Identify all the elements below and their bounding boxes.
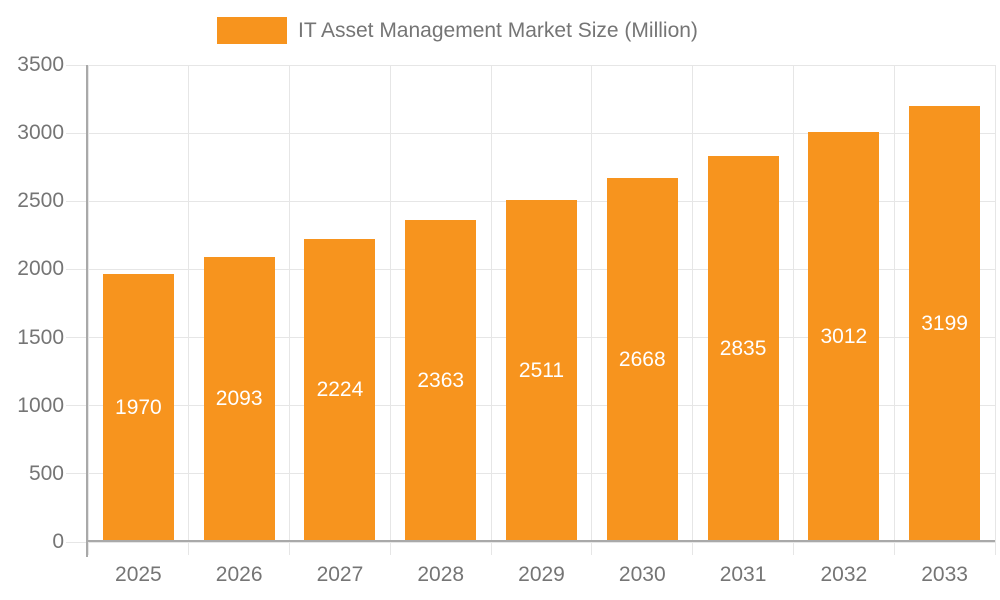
x-tick-label: 2029 <box>518 563 565 586</box>
v-gridline <box>289 65 291 555</box>
y-tick-label: 3500 <box>17 53 64 76</box>
x-tick-label: 2033 <box>921 563 968 586</box>
legend-label: IT Asset Management Market Size (Million… <box>298 18 698 42</box>
y-tick-label: 2500 <box>17 189 64 213</box>
bar-value-label: 2668 <box>618 348 666 372</box>
h-gridline <box>66 541 995 543</box>
legend-item[interactable]: IT Asset Management Market Size (Million… <box>217 17 698 44</box>
v-gridline <box>994 65 996 555</box>
y-tick-label: 500 <box>28 461 64 485</box>
y-tick-label: 1500 <box>17 325 64 349</box>
bar-2031[interactable]: 2835 <box>707 155 779 542</box>
bar-2027[interactable]: 2224 <box>304 238 376 542</box>
y-axis-line <box>86 65 88 557</box>
v-gridline <box>792 65 794 555</box>
bar-value-label: 2224 <box>316 378 364 402</box>
v-gridline <box>893 65 895 555</box>
h-gridline <box>66 132 995 134</box>
bar-value-label: 2511 <box>518 358 565 382</box>
v-gridline <box>188 65 190 555</box>
x-tick-label: 2031 <box>719 563 767 586</box>
x-tick-label: 2027 <box>316 563 364 586</box>
bar-2032[interactable]: 3012 <box>808 131 880 542</box>
x-tick-label: 2026 <box>215 563 263 586</box>
bar-value-label: 1970 <box>115 395 162 419</box>
v-gridline <box>490 65 492 555</box>
x-tick-label: 2025 <box>115 563 162 586</box>
x-tick-label: 2028 <box>417 563 465 586</box>
v-gridline <box>389 65 391 555</box>
y-tick-label: 2000 <box>17 257 64 281</box>
x-axis-line <box>86 540 995 542</box>
bar-value-label: 2363 <box>417 368 465 392</box>
bar-2033[interactable]: 3199 <box>909 106 981 542</box>
bar-2028[interactable]: 2363 <box>405 219 477 542</box>
v-gridline <box>591 65 593 555</box>
y-tick-label: 0 <box>52 530 64 553</box>
bar-value-label: 3012 <box>820 324 868 348</box>
y-tick-label: 3000 <box>17 121 64 145</box>
v-gridline <box>692 65 694 555</box>
bar-2029[interactable]: 2511 <box>506 199 577 542</box>
h-gridline <box>66 64 995 66</box>
x-tick-label: 2032 <box>820 563 868 586</box>
bar-value-label: 2093 <box>215 387 263 411</box>
v-gridline <box>87 65 89 555</box>
bar-value-label: 2835 <box>719 336 767 360</box>
bar-2025[interactable]: 1970 <box>102 273 174 542</box>
y-tick-label: 1000 <box>17 393 64 417</box>
x-tick-label: 2030 <box>618 563 666 586</box>
legend-swatch <box>217 17 287 44</box>
bar-value-label: 3199 <box>921 312 968 335</box>
bar-2030[interactable]: 2668 <box>606 178 678 542</box>
bar-2026[interactable]: 2093 <box>203 256 275 542</box>
